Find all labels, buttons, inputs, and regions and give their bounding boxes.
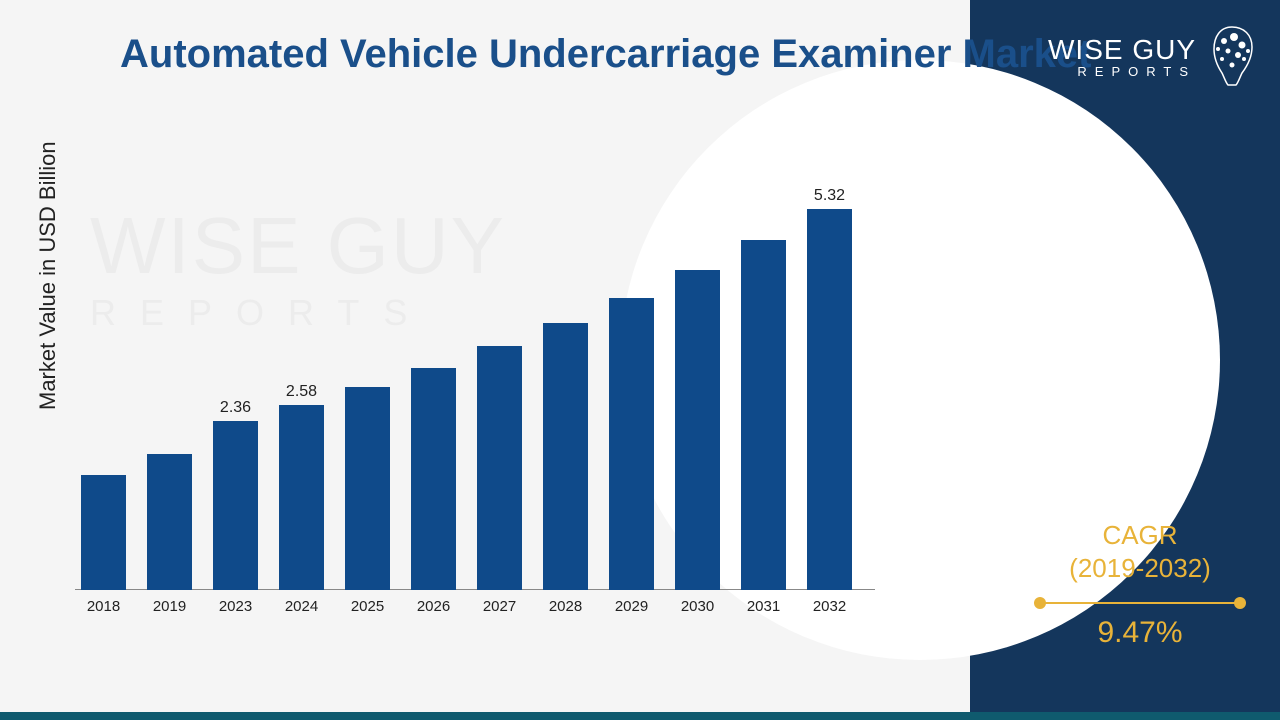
y-axis-label: Market Value in USD Billion xyxy=(35,141,61,410)
bar-group-2018 xyxy=(81,475,126,590)
bar-group-2032: 5.32 xyxy=(807,209,852,590)
logo-sub-text: REPORTS xyxy=(1048,64,1196,79)
bar-2028 xyxy=(543,323,588,590)
chart-title: Automated Vehicle Undercarriage Examiner… xyxy=(120,30,1091,78)
bar-group-2019 xyxy=(147,454,192,590)
bar-group-2028 xyxy=(543,323,588,590)
x-tick-label: 2023 xyxy=(213,598,258,615)
cagr-label: CAGR xyxy=(1040,520,1240,551)
bar-value-label: 2.58 xyxy=(279,383,324,401)
bar-group-2025 xyxy=(345,387,390,590)
x-tick-label: 2019 xyxy=(147,598,192,615)
bar-2018 xyxy=(81,475,126,590)
bar-value-label: 5.32 xyxy=(807,187,852,205)
bar-group-2030 xyxy=(675,270,720,590)
bar-2024 xyxy=(279,405,324,590)
bar-2027 xyxy=(477,346,522,590)
logo-main-text: WISE GUY xyxy=(1048,34,1196,66)
x-tick-label: 2027 xyxy=(477,598,522,615)
x-tick-label: 2024 xyxy=(279,598,324,615)
x-tick-label: 2025 xyxy=(345,598,390,615)
bar-group-2026 xyxy=(411,368,456,590)
cagr-value: 9.47% xyxy=(1040,616,1240,650)
bar-group-2027 xyxy=(477,346,522,590)
bar-value-label: 2.36 xyxy=(213,399,258,417)
x-tick-label: 2018 xyxy=(81,598,126,615)
x-tick-label: 2030 xyxy=(675,598,720,615)
x-tick-label: 2028 xyxy=(543,598,588,615)
cagr-years: (2019-2032) xyxy=(1040,553,1240,584)
bar-chart-plot: 2018 2019 2.36 2023 2.58 2024 2025 2026 2027 2028… xyxy=(75,160,875,620)
logo-head-icon xyxy=(1204,25,1260,87)
bar-2029 xyxy=(609,298,654,590)
bar-group-2031 xyxy=(741,240,786,590)
bar-2030 xyxy=(675,270,720,590)
bar-2026 xyxy=(411,368,456,590)
cagr-block: CAGR (2019-2032) 9.47% xyxy=(1040,520,1240,650)
x-tick-label: 2026 xyxy=(411,598,456,615)
bar-group-2024: 2.58 xyxy=(279,405,324,590)
bar-2032 xyxy=(807,209,852,590)
bar-2019 xyxy=(147,454,192,590)
bottom-accent-bar xyxy=(0,712,1280,720)
bar-group-2029 xyxy=(609,298,654,590)
bar-2025 xyxy=(345,387,390,590)
cagr-divider-line xyxy=(1040,602,1240,604)
x-tick-label: 2031 xyxy=(741,598,786,615)
bar-group-2023: 2.36 xyxy=(213,421,258,590)
brand-logo: WISE GUY REPORTS xyxy=(1048,25,1260,87)
x-tick-label: 2032 xyxy=(807,598,852,615)
bar-2023 xyxy=(213,421,258,590)
bar-2031 xyxy=(741,240,786,590)
x-tick-label: 2029 xyxy=(609,598,654,615)
